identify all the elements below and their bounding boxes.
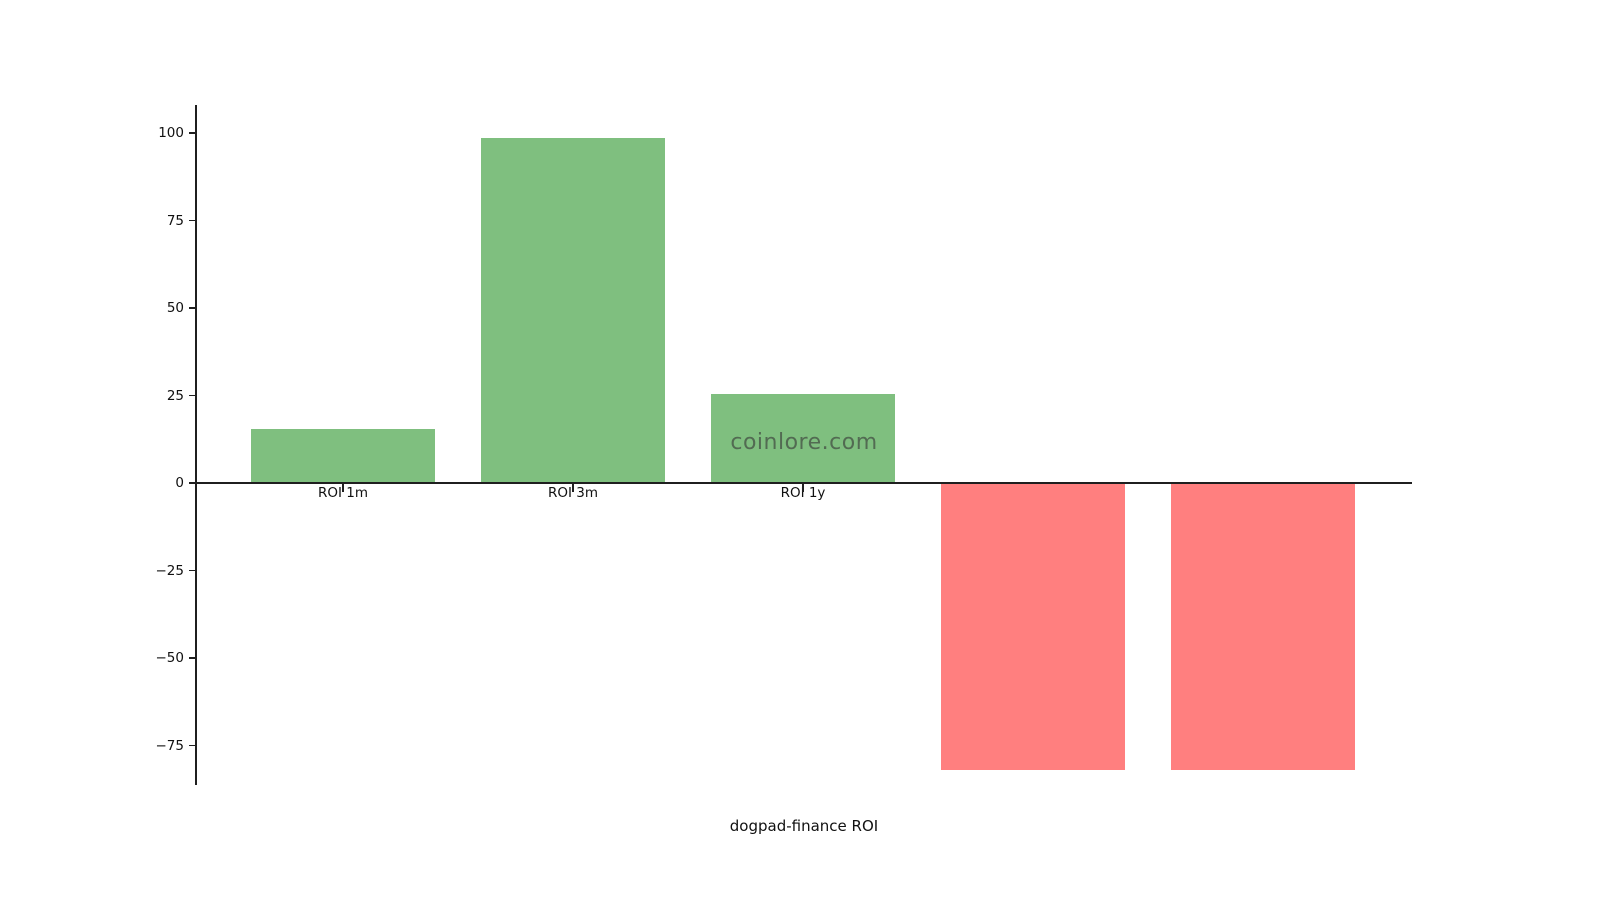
x-axis-line (196, 482, 1412, 484)
y-tick-mark (189, 657, 196, 659)
y-tick-mark (189, 482, 196, 484)
y-tick-label: −25 (155, 562, 185, 579)
x-tick-label: ROI 3m (547, 485, 599, 501)
watermark-text: coinlore.com (730, 430, 878, 455)
y-tick-label: 100 (158, 125, 184, 141)
y-tick-mark (189, 744, 196, 747)
y-tick-mark (189, 394, 196, 397)
y-tick-mark (189, 307, 196, 309)
y-tick-label: 50 (166, 300, 184, 316)
bar-3 (941, 483, 1125, 770)
bar-0 (251, 429, 435, 483)
x-tick-mark (802, 483, 804, 492)
y-tick-label: 75 (166, 212, 184, 229)
y-tick-label: −75 (155, 737, 185, 754)
x-tick-mark (572, 483, 574, 492)
x-tick-mark (342, 483, 344, 492)
bar-1 (481, 138, 665, 483)
y-tick-label: 25 (166, 387, 184, 404)
x-tick-label: ROI 1y (780, 485, 826, 501)
y-tick-label: −50 (155, 650, 185, 666)
y-tick-label: 0 (175, 475, 184, 491)
y-tick-mark (189, 132, 196, 134)
y-tick-mark (189, 219, 196, 222)
bar-2 (711, 394, 895, 483)
y-axis-line (195, 105, 197, 785)
bar-4 (1171, 483, 1355, 770)
chart-title: dogpad-finance ROI (729, 817, 879, 835)
y-tick-mark (189, 569, 196, 572)
x-tick-label: ROI 1m (317, 485, 369, 501)
